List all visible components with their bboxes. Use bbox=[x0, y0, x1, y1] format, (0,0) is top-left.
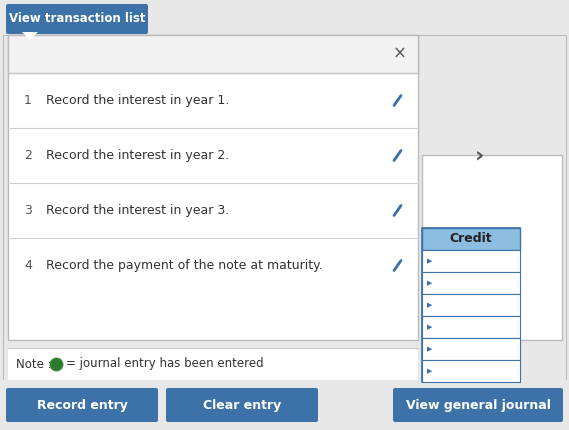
FancyBboxPatch shape bbox=[166, 388, 318, 422]
Bar bbox=[422, 155, 562, 340]
Text: 3: 3 bbox=[24, 204, 32, 217]
Bar bbox=[8, 35, 418, 73]
Text: Record the interest in year 3.: Record the interest in year 3. bbox=[46, 204, 229, 217]
Text: ▶: ▶ bbox=[427, 324, 432, 330]
Bar bbox=[422, 294, 520, 316]
Text: View transaction list: View transaction list bbox=[9, 12, 145, 25]
Bar bbox=[422, 228, 520, 382]
Text: View general journal: View general journal bbox=[406, 399, 550, 412]
Bar bbox=[422, 228, 520, 250]
FancyBboxPatch shape bbox=[6, 4, 148, 34]
Bar bbox=[422, 360, 520, 382]
Bar bbox=[422, 316, 520, 338]
FancyBboxPatch shape bbox=[393, 388, 563, 422]
Text: Record entry: Record entry bbox=[36, 399, 127, 412]
Text: Record the interest in year 2.: Record the interest in year 2. bbox=[46, 149, 229, 162]
Text: ›: › bbox=[475, 145, 485, 165]
Text: = journal entry has been entered: = journal entry has been entered bbox=[66, 357, 263, 371]
Bar bbox=[8, 348, 418, 380]
Text: ▶: ▶ bbox=[427, 302, 432, 308]
Polygon shape bbox=[22, 32, 38, 40]
Text: Record the payment of the note at maturity.: Record the payment of the note at maturi… bbox=[46, 259, 323, 272]
Text: Credit: Credit bbox=[450, 233, 492, 246]
Text: ▶: ▶ bbox=[427, 258, 432, 264]
Text: ▶: ▶ bbox=[427, 368, 432, 374]
Text: ▶: ▶ bbox=[427, 280, 432, 286]
Bar bbox=[422, 250, 520, 272]
Bar bbox=[0, 380, 569, 430]
Text: 2: 2 bbox=[24, 149, 32, 162]
Text: Clear entry: Clear entry bbox=[203, 399, 281, 412]
Bar bbox=[422, 272, 520, 294]
Text: 1: 1 bbox=[24, 94, 32, 107]
Text: ▶: ▶ bbox=[427, 346, 432, 352]
Bar bbox=[8, 35, 418, 340]
Text: Note :: Note : bbox=[16, 357, 55, 371]
FancyBboxPatch shape bbox=[6, 388, 158, 422]
Text: Record the interest in year 1.: Record the interest in year 1. bbox=[46, 94, 229, 107]
Text: ×: × bbox=[393, 45, 407, 63]
Bar bbox=[422, 338, 520, 360]
Text: 4: 4 bbox=[24, 259, 32, 272]
